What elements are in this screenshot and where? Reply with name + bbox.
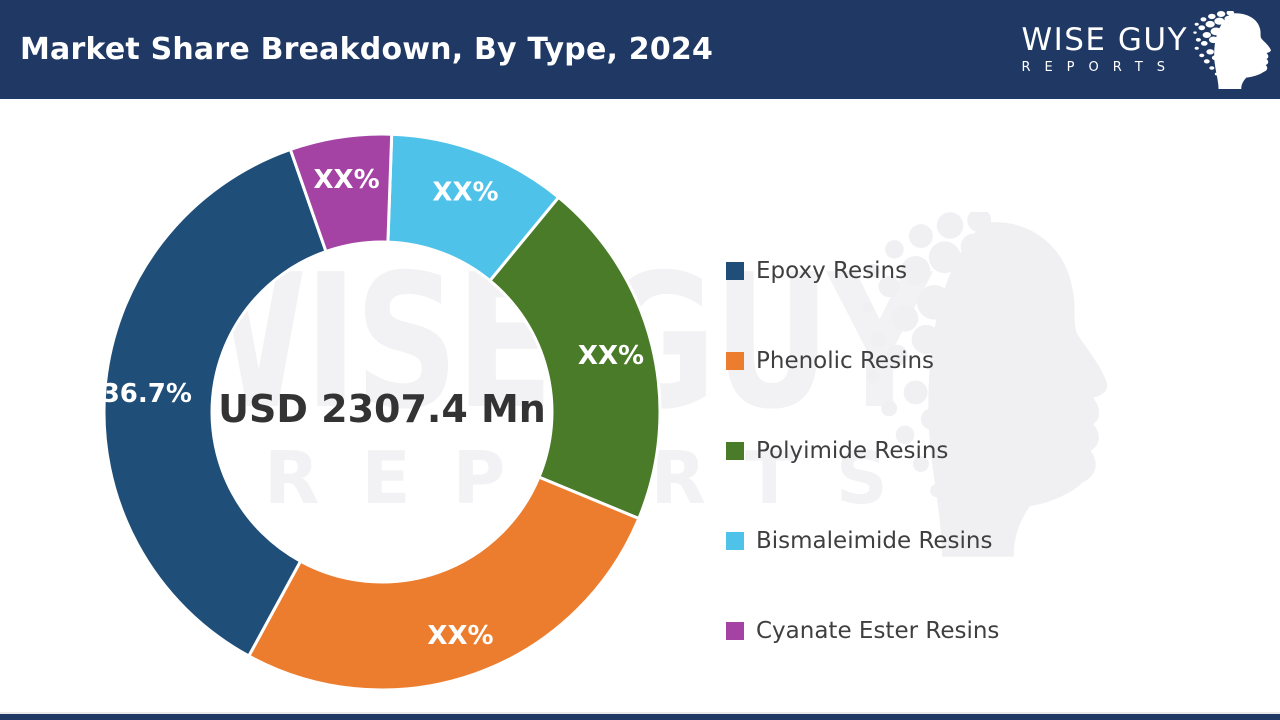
brand-subtext: REPORTS — [1021, 59, 1180, 75]
segment-value-label-bismaleimide-resins: XX% — [432, 178, 498, 208]
segment-value-label-polyimide-resins: XX% — [578, 341, 644, 371]
segment-value-label-cyanate-ester-resins: XX% — [314, 165, 380, 195]
legend-item-phenolic-resins: Phenolic Resins — [726, 349, 999, 373]
brand-head-profile-icon — [1193, 10, 1271, 89]
segment-value-label-phenolic-resins: XX% — [427, 621, 493, 651]
legend-label: Polyimide Resins — [756, 438, 949, 464]
chart-legend: Epoxy Resins Phenolic Resins Polyimide Res… — [726, 259, 999, 709]
legend-label: Epoxy Resins — [756, 258, 908, 284]
donut-segment-phenolic-resins — [247, 475, 641, 692]
legend-label: Bismaleimide Resins — [756, 528, 993, 554]
legend-label: Cyanate Ester Resins — [756, 618, 1000, 644]
legend-swatch-epoxy-resins — [726, 262, 744, 280]
legend-swatch-bismaleimide-resins — [726, 532, 744, 550]
page-title: Market Share Breakdown, By Type, 2024 — [20, 32, 714, 67]
legend-item-cyanate-ester-resins: Cyanate Ester Resins — [726, 619, 999, 643]
brand-wordmark: WISE GUY — [1021, 22, 1188, 59]
legend-swatch-phenolic-resins — [726, 352, 744, 370]
segment-value-label-epoxy-resins: 36.7% — [102, 379, 192, 409]
legend-item-polyimide-resins: Polyimide Resins — [726, 439, 999, 463]
legend-swatch-cyanate-ester-resins — [726, 622, 744, 640]
donut-segment-polyimide-resins — [488, 195, 662, 520]
brand-logo-text: WISE GUY REPORTS — [1021, 24, 1188, 75]
chart-center-value: USD 2307.4 Mn — [218, 387, 546, 431]
brand-logo: WISE GUY REPORTS — [1021, 5, 1274, 94]
donut-segment-epoxy-resins — [102, 148, 328, 658]
legend-swatch-polyimide-resins — [726, 442, 744, 460]
legend-item-bismaleimide-resins: Bismaleimide Resins — [726, 529, 999, 553]
legend-item-epoxy-resins: Epoxy Resins — [726, 259, 999, 283]
footer-bar — [0, 712, 1280, 720]
header-bar: Market Share Breakdown, By Type, 2024 WI… — [0, 0, 1280, 99]
donut-segment-cyanate-ester-resins — [288, 132, 394, 253]
legend-label: Phenolic Resins — [756, 348, 935, 374]
